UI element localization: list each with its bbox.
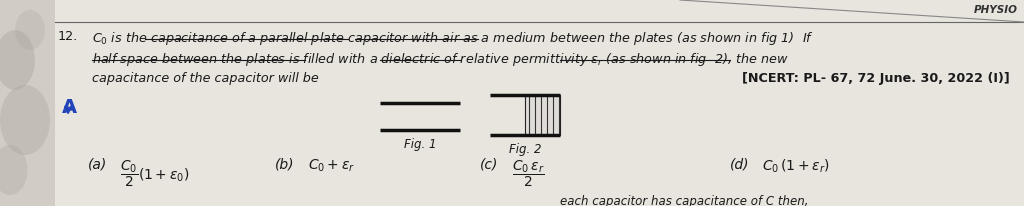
Text: $\dfrac{C_0\,\varepsilon_r}{2}$: $\dfrac{C_0\,\varepsilon_r}{2}$: [512, 158, 545, 189]
Text: (d): (d): [730, 158, 750, 172]
Text: $C_0$ is the capacitance of a parallel plate capacitor with air as a medium betw: $C_0$ is the capacitance of a parallel p…: [92, 30, 814, 47]
Ellipse shape: [0, 145, 28, 195]
Text: capacitance of the capacitor will be: capacitance of the capacitor will be: [92, 72, 318, 85]
Text: 12.: 12.: [58, 30, 78, 43]
Ellipse shape: [0, 30, 35, 90]
Text: (b): (b): [275, 158, 295, 172]
Ellipse shape: [0, 85, 50, 155]
Text: half space between the plates is filled with a dielectric of relative permittivi: half space between the plates is filled …: [92, 51, 788, 68]
Text: (c): (c): [480, 158, 499, 172]
Text: each capacitor has capacitance of C then,: each capacitor has capacitance of C then…: [560, 195, 809, 206]
Text: A: A: [62, 98, 77, 117]
Text: PHYSIO: PHYSIO: [974, 5, 1018, 15]
Text: [NCERT: PL- 67, 72 June. 30, 2022 (I)]: [NCERT: PL- 67, 72 June. 30, 2022 (I)]: [742, 72, 1010, 85]
Text: $C_0\,(1+\varepsilon_r)$: $C_0\,(1+\varepsilon_r)$: [762, 158, 829, 175]
Text: (a): (a): [88, 158, 108, 172]
Text: Fig. 2: Fig. 2: [509, 143, 542, 156]
Text: Fig. 1: Fig. 1: [403, 138, 436, 151]
Bar: [0, 0, 55, 206]
Text: $\dfrac{C_0}{2}(1+\varepsilon_0)$: $\dfrac{C_0}{2}(1+\varepsilon_0)$: [120, 158, 189, 189]
Bar: [525, 95, 560, 135]
Ellipse shape: [15, 10, 45, 50]
Text: $C_0+\varepsilon_r$: $C_0+\varepsilon_r$: [308, 158, 355, 174]
